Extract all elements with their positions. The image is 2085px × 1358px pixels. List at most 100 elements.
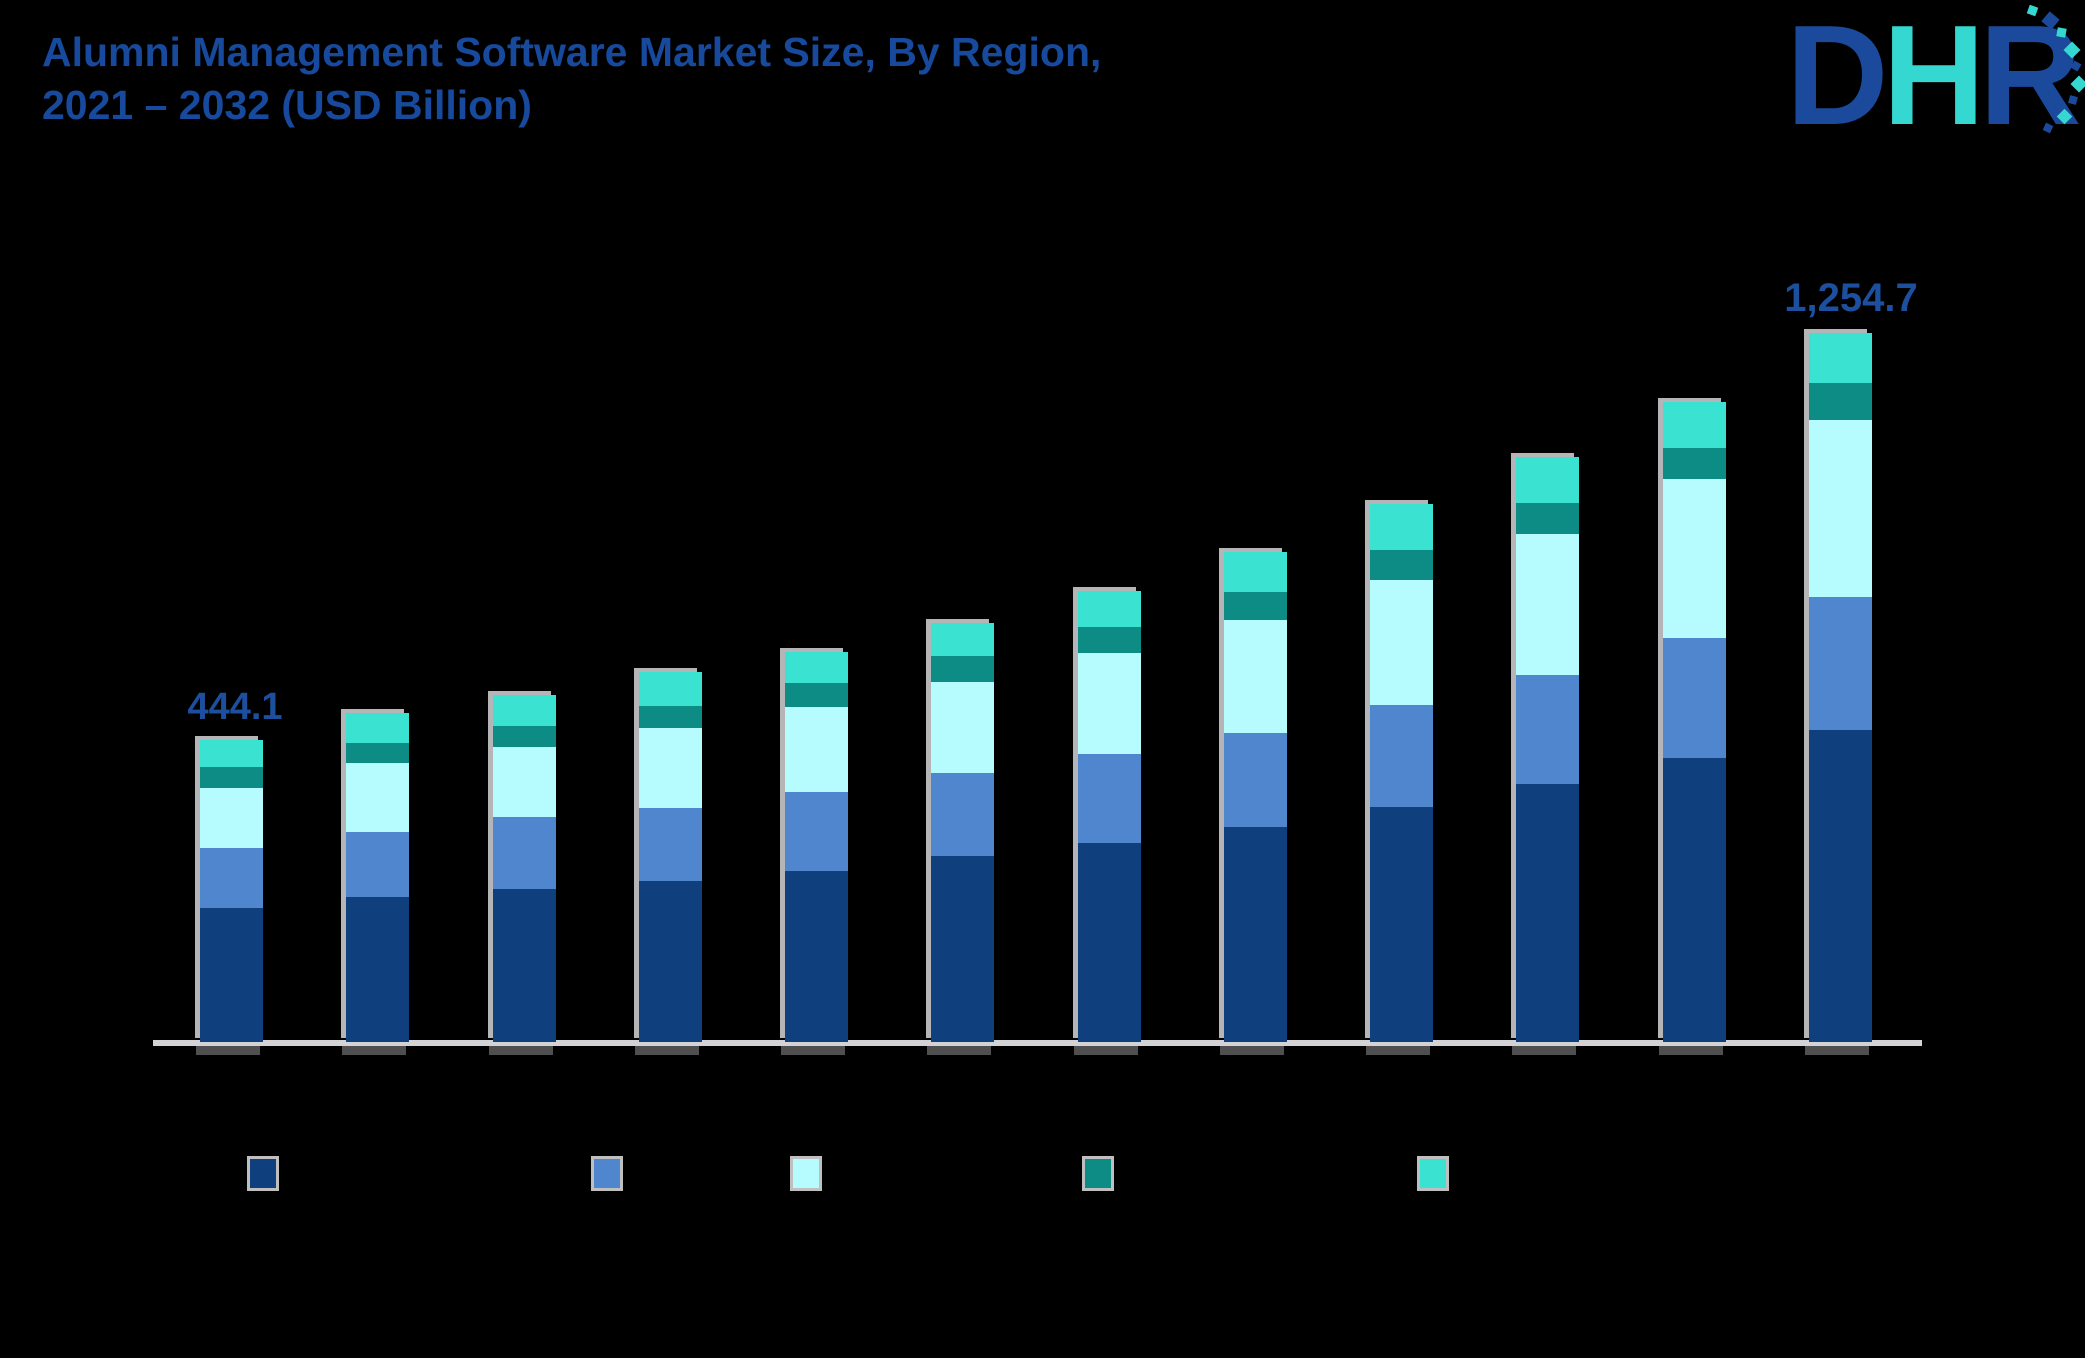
stacked-bar-2021 [200, 740, 263, 1042]
stacked-bar-2023 [493, 695, 556, 1042]
bar-2022-segment-3 [346, 763, 409, 832]
stacked-bar-2025 [785, 652, 848, 1042]
bar-2021-segment-4 [200, 767, 263, 788]
bar-2031-base-shadow [1659, 1046, 1723, 1055]
bar-2022-base-shadow [342, 1046, 406, 1055]
bar-2028-segment-5 [1224, 552, 1287, 592]
bar-2023-segment-4 [493, 726, 556, 747]
bar-2030-segment-5 [1516, 457, 1579, 503]
bar-2024-segment-5 [639, 672, 702, 706]
bar-2026-base-shadow [927, 1046, 991, 1055]
bar-2026-segment-1 [931, 856, 994, 1042]
bar-2032-segment-4 [1809, 383, 1872, 420]
bar-2032-base-shadow [1805, 1046, 1869, 1055]
bar-2025-segment-3 [785, 707, 848, 792]
bar-2025-base-shadow [781, 1046, 845, 1055]
bar-2030-segment-4 [1516, 503, 1579, 534]
bar-2029-segment-3 [1370, 580, 1433, 705]
bar-2026-segment-5 [931, 623, 994, 656]
stacked-bar-2022 [346, 713, 409, 1042]
chart-title: Alumni Management Software Market Size, … [42, 26, 1542, 132]
bar-2031-segment-2 [1663, 638, 1726, 758]
bar-2023-base-shadow [489, 1046, 553, 1055]
bar-2031-segment-4 [1663, 448, 1726, 479]
bar-2027-segment-1 [1078, 843, 1141, 1042]
bar-2032-segment-5 [1809, 333, 1872, 383]
bar-2030-segment-3 [1516, 534, 1579, 675]
legend-swatch-4 [1082, 1156, 1114, 1191]
bar-2022-segment-2 [346, 832, 409, 897]
bar-2029-segment-2 [1370, 705, 1433, 807]
bar-2022-segment-4 [346, 743, 409, 763]
data-label-2021: 444.1 [187, 686, 283, 728]
stacked-bar-2032 [1809, 333, 1872, 1042]
bar-2030-segment-1 [1516, 784, 1579, 1042]
bar-2024-base-shadow [635, 1046, 699, 1055]
legend-swatch-2 [591, 1156, 623, 1191]
bar-2031-segment-5 [1663, 402, 1726, 448]
stacked-bar-2030 [1516, 457, 1579, 1042]
stacked-bar-2031 [1663, 402, 1726, 1042]
bar-2026-segment-2 [931, 773, 994, 856]
dhr-logo: DHR [1786, 5, 2085, 172]
logo-letter-h: H [1882, 0, 1986, 155]
bar-2027-base-shadow [1074, 1046, 1138, 1055]
chart-title-line2: 2021 – 2032 (USD Billion) [42, 82, 532, 128]
bar-2029-segment-5 [1370, 504, 1433, 550]
bar-2021-base-shadow [196, 1046, 260, 1055]
stacked-bar-2024 [639, 672, 702, 1042]
logo-letter-d: D [1786, 0, 1889, 155]
bar-2031-segment-1 [1663, 758, 1726, 1042]
bar-2028-base-shadow [1220, 1046, 1284, 1055]
bar-2026-segment-3 [931, 682, 994, 773]
bar-2022-segment-1 [346, 897, 409, 1042]
stacked-bar-2026 [931, 623, 994, 1042]
bar-2023-segment-3 [493, 747, 556, 817]
bar-2023-segment-1 [493, 889, 556, 1042]
bar-2026-segment-4 [931, 656, 994, 682]
bar-2031-segment-3 [1663, 479, 1726, 638]
bar-2030-base-shadow [1512, 1046, 1576, 1055]
bar-2024-segment-2 [639, 808, 702, 881]
bar-2028-segment-4 [1224, 592, 1287, 620]
bar-2025-segment-5 [785, 652, 848, 683]
dhr-logo-letters: DHR [1786, 5, 2082, 147]
x-axis-line [153, 1040, 1922, 1046]
chart-title-line1: Alumni Management Software Market Size, … [42, 29, 1102, 75]
bar-2021-segment-5 [200, 740, 263, 767]
bar-2021-segment-2 [200, 848, 263, 908]
bar-2029-segment-4 [1370, 550, 1433, 580]
bar-2027-segment-2 [1078, 754, 1141, 843]
bar-2032-segment-2 [1809, 597, 1872, 730]
bar-2029-base-shadow [1366, 1046, 1430, 1055]
bar-2032-segment-3 [1809, 420, 1872, 597]
legend-swatch-3 [790, 1156, 822, 1191]
data-label-2032: 1,254.7 [1784, 276, 1918, 320]
bar-2023-segment-2 [493, 817, 556, 889]
bar-2024-segment-3 [639, 728, 702, 808]
stacked-bar-2028 [1224, 552, 1287, 1042]
bar-2021-segment-3 [200, 788, 263, 848]
bar-2027-segment-4 [1078, 627, 1141, 653]
bar-2022-segment-5 [346, 713, 409, 743]
bar-2028-segment-1 [1224, 827, 1287, 1042]
bar-2027-segment-3 [1078, 653, 1141, 754]
bar-2025-segment-1 [785, 871, 848, 1042]
bar-2032-segment-1 [1809, 730, 1872, 1042]
bar-2024-segment-1 [639, 881, 702, 1042]
bar-2023-segment-5 [493, 695, 556, 726]
bar-2021-segment-1 [200, 908, 263, 1042]
bar-2027-segment-5 [1078, 591, 1141, 627]
legend-swatch-5 [1417, 1156, 1449, 1191]
stacked-bar-2027 [1078, 591, 1141, 1042]
bar-2025-segment-2 [785, 792, 848, 871]
bar-2030-segment-2 [1516, 675, 1579, 784]
bar-2028-segment-2 [1224, 733, 1287, 827]
bar-2024-segment-4 [639, 706, 702, 728]
stacked-bar-2029 [1370, 504, 1433, 1042]
bar-2029-segment-1 [1370, 807, 1433, 1042]
legend-swatch-1 [247, 1156, 279, 1191]
bar-2028-segment-3 [1224, 620, 1287, 733]
